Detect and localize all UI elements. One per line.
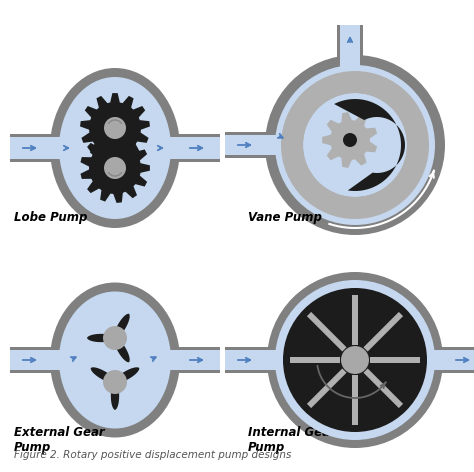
Circle shape [275,65,435,225]
Polygon shape [307,312,346,352]
FancyBboxPatch shape [167,350,220,370]
FancyBboxPatch shape [225,135,277,155]
Ellipse shape [50,68,180,228]
Circle shape [103,370,127,394]
Polygon shape [306,171,335,199]
FancyBboxPatch shape [225,132,277,158]
Circle shape [283,288,427,432]
Polygon shape [87,314,130,362]
Text: Vane Pump: Vane Pump [248,211,322,224]
Polygon shape [91,367,139,410]
Polygon shape [81,133,150,203]
FancyBboxPatch shape [167,137,220,159]
Ellipse shape [59,292,171,429]
Circle shape [104,117,126,139]
Polygon shape [370,357,420,363]
Polygon shape [388,102,413,132]
Polygon shape [360,183,391,205]
Polygon shape [293,143,312,175]
FancyBboxPatch shape [433,347,474,373]
Polygon shape [364,369,403,408]
Polygon shape [307,369,346,408]
Circle shape [275,280,435,440]
FancyBboxPatch shape [433,350,474,370]
FancyBboxPatch shape [10,137,63,159]
Polygon shape [293,115,312,147]
Polygon shape [388,158,413,188]
Circle shape [341,346,369,374]
Text: External Gear
Pump: External Gear Pump [14,426,105,454]
Circle shape [303,93,407,197]
Polygon shape [332,192,365,207]
Polygon shape [306,91,335,118]
Polygon shape [80,93,150,162]
Polygon shape [364,312,403,352]
FancyBboxPatch shape [10,134,63,162]
Ellipse shape [50,283,180,438]
Text: Figure 2. Rotary positive displacement pump designs: Figure 2. Rotary positive displacement p… [14,450,292,460]
Circle shape [343,133,357,147]
FancyBboxPatch shape [337,25,363,67]
Circle shape [104,157,126,179]
Circle shape [267,272,443,448]
FancyBboxPatch shape [167,347,220,373]
FancyBboxPatch shape [340,25,360,67]
FancyBboxPatch shape [10,347,63,373]
Polygon shape [404,128,417,161]
Circle shape [103,326,127,350]
Text: Internal Gear
Pump: Internal Gear Pump [248,426,336,454]
FancyBboxPatch shape [225,350,277,370]
Polygon shape [322,112,377,168]
Ellipse shape [59,77,171,219]
FancyBboxPatch shape [10,350,63,370]
Polygon shape [352,295,358,345]
Polygon shape [332,83,365,99]
Circle shape [281,71,429,219]
Polygon shape [290,357,340,363]
Polygon shape [334,99,405,191]
Polygon shape [352,375,358,425]
Polygon shape [360,84,391,107]
FancyBboxPatch shape [167,134,220,162]
Circle shape [265,55,445,235]
FancyBboxPatch shape [225,347,277,373]
Text: Lobe Pump: Lobe Pump [14,211,87,224]
